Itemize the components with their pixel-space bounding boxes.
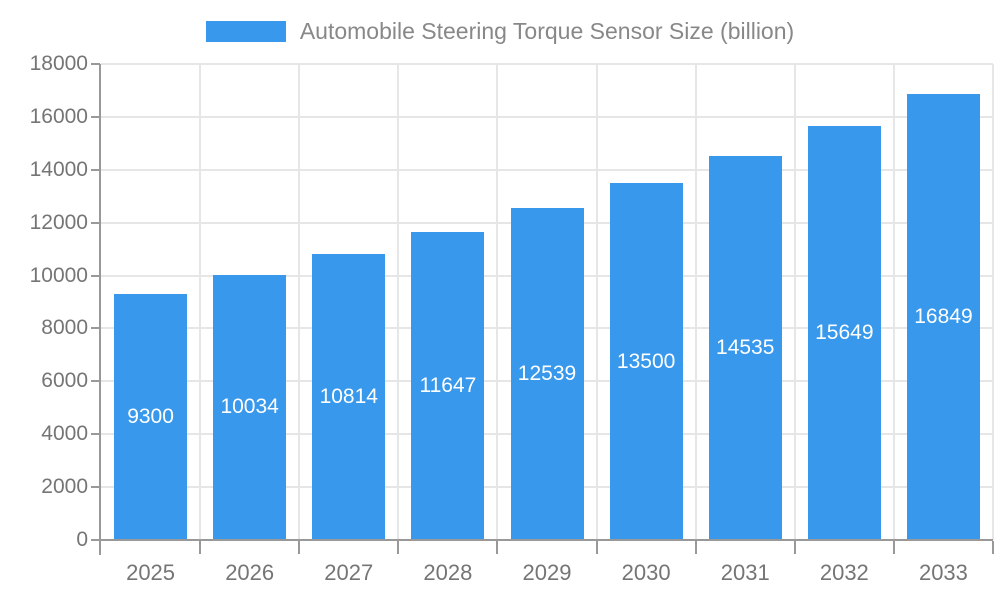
y-axis-tick	[91, 274, 100, 277]
h-gridline	[101, 115, 993, 118]
v-gridline	[892, 64, 895, 540]
bar-value-label: 13500	[616, 349, 676, 373]
x-axis-tick	[595, 541, 598, 554]
y-axis-tick-label: 10000	[29, 263, 88, 287]
bar-2027[interactable]	[312, 254, 386, 540]
y-axis-tick	[91, 486, 100, 489]
x-axis-tick-label: 2025	[126, 560, 176, 585]
legend[interactable]: Automobile Steering Torque Sensor Size (…	[0, 18, 1000, 45]
y-axis-tick-label: 16000	[29, 104, 88, 128]
y-axis-tick-label: 18000	[29, 52, 88, 75]
x-axis-tick-label: 2032	[819, 560, 869, 585]
y-axis-tick-label: 8000	[41, 316, 88, 340]
x-axis-line	[99, 539, 993, 541]
v-gridline	[298, 64, 301, 540]
x-axis-tick-label: 2028	[423, 560, 473, 585]
x-axis-tick-label: 2030	[621, 560, 671, 585]
bar-value-label: 10814	[319, 385, 378, 408]
y-axis-line	[99, 64, 101, 555]
x-axis-tick-label: 2033	[918, 560, 968, 585]
bar-2032[interactable]	[807, 126, 881, 540]
bar-2030[interactable]	[609, 183, 683, 540]
y-axis-tick-label: 6000	[41, 369, 88, 393]
y-axis-tick	[91, 327, 100, 330]
v-gridline	[595, 64, 598, 540]
y-axis-tick-label: 0	[76, 528, 88, 551]
y-axis-tick	[91, 221, 100, 224]
legend-label: Automobile Steering Torque Sensor Size (…	[299, 18, 795, 44]
y-axis-tick-label: 12000	[29, 210, 88, 234]
v-gridline	[992, 64, 994, 540]
bar-2028[interactable]	[411, 232, 485, 540]
x-axis-tick	[298, 541, 301, 554]
x-axis-tick	[397, 541, 400, 554]
h-gridline	[101, 168, 993, 171]
bar-value-label: 14535	[716, 335, 775, 359]
v-gridline	[397, 64, 400, 540]
bar-value-label: 16849	[914, 305, 973, 329]
bar-2031[interactable]	[708, 155, 782, 540]
x-axis-tick-label: 2027	[324, 560, 374, 585]
v-gridline	[694, 64, 697, 540]
bar-value-label: 12539	[517, 362, 577, 386]
x-axis-tick-label: 2026	[225, 560, 275, 585]
x-axis-tick	[992, 541, 994, 554]
bar-2029[interactable]	[510, 208, 584, 540]
bar-2033[interactable]	[906, 94, 980, 540]
y-axis-tick	[91, 115, 100, 118]
y-axis-tick-label: 2000	[41, 475, 88, 499]
y-axis-tick-label: 14000	[29, 157, 88, 181]
bar-value-label: 11647	[419, 374, 477, 397]
y-axis-tick	[91, 380, 100, 383]
x-axis-tick-label: 2029	[522, 560, 572, 585]
x-axis-tick	[496, 541, 499, 554]
bar-value-label: 9300	[127, 405, 174, 429]
y-axis-tick	[91, 63, 100, 65]
v-gridline	[199, 64, 202, 540]
bar-value-label: 15649	[815, 321, 874, 345]
y-axis-tick	[91, 433, 100, 436]
y-axis-tick	[91, 168, 100, 171]
x-axis-tick-label: 2031	[720, 560, 770, 585]
x-axis-tick	[199, 541, 202, 554]
v-gridline	[793, 64, 796, 540]
bar-2025[interactable]	[114, 294, 188, 540]
bar-value-label: 10034	[220, 395, 279, 419]
x-axis-tick	[694, 541, 697, 554]
x-axis-tick	[793, 541, 796, 554]
h-gridline	[101, 63, 993, 65]
legend-swatch	[205, 21, 286, 42]
y-axis-tick-label: 4000	[41, 422, 88, 446]
bar-2026[interactable]	[213, 274, 287, 540]
x-axis-tick	[892, 541, 895, 554]
v-gridline	[496, 64, 499, 540]
y-axis-tick	[91, 539, 100, 541]
